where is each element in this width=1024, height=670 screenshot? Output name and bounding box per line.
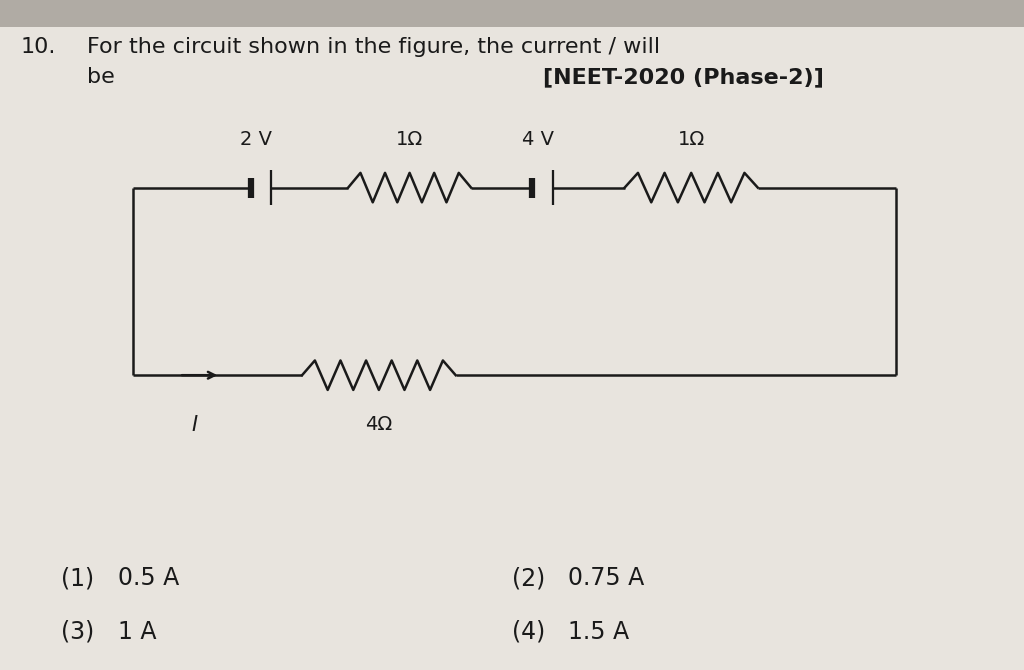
- Text: 10.: 10.: [20, 37, 56, 57]
- Text: 4Ω: 4Ω: [366, 415, 392, 434]
- Text: 0.5 A: 0.5 A: [118, 566, 179, 590]
- Text: 1Ω: 1Ω: [678, 130, 705, 149]
- Text: For the circuit shown in the figure, the current / will: For the circuit shown in the figure, the…: [87, 37, 660, 57]
- Text: [NEET-2020 (Phase-2)]: [NEET-2020 (Phase-2)]: [543, 67, 823, 87]
- Text: 1.5 A: 1.5 A: [568, 620, 630, 644]
- Text: be: be: [87, 67, 115, 87]
- Text: 4 V: 4 V: [521, 130, 554, 149]
- Text: (4): (4): [512, 620, 545, 644]
- Text: 2 V: 2 V: [240, 130, 272, 149]
- Text: (3): (3): [61, 620, 94, 644]
- Text: I: I: [191, 415, 198, 436]
- Text: 0.75 A: 0.75 A: [568, 566, 644, 590]
- FancyBboxPatch shape: [0, 0, 1024, 27]
- Text: 1 A: 1 A: [118, 620, 157, 644]
- Text: 1Ω: 1Ω: [396, 130, 423, 149]
- Text: (2): (2): [512, 566, 545, 590]
- Text: (1): (1): [61, 566, 94, 590]
